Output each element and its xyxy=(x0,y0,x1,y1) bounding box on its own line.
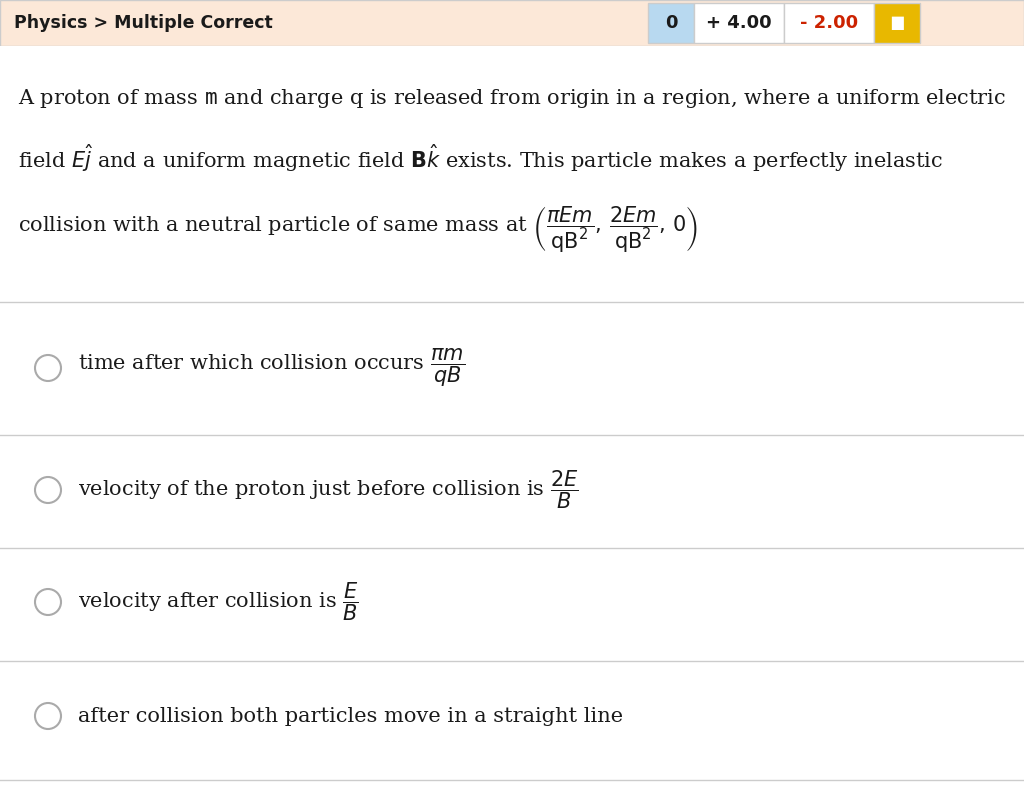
Text: velocity after collision is $\dfrac{E}{B}$: velocity after collision is $\dfrac{E}{B… xyxy=(78,581,358,623)
Text: after collision both particles move in a straight line: after collision both particles move in a… xyxy=(78,706,624,725)
Text: velocity of the proton just before collision is $\dfrac{2E}{B}$: velocity of the proton just before colli… xyxy=(78,469,579,512)
Text: collision with a neutral particle of same mass at $\left(\dfrac{\pi Em}{\mathrm{: collision with a neutral particle of sam… xyxy=(18,205,698,255)
Bar xyxy=(648,3,694,43)
Text: field $E\hat{j}$ and a uniform magnetic field $\mathbf{B}\hat{k}$ exists. This p: field $E\hat{j}$ and a uniform magnetic … xyxy=(18,142,943,174)
Text: time after which collision occurs $\dfrac{\pi m}{qB}$: time after which collision occurs $\dfra… xyxy=(78,347,465,389)
Bar xyxy=(0,0,1024,46)
Text: 0: 0 xyxy=(665,14,677,32)
Text: - 2.00: - 2.00 xyxy=(800,14,858,32)
Text: ▇: ▇ xyxy=(891,15,903,31)
Bar xyxy=(784,3,874,43)
Text: + 4.00: + 4.00 xyxy=(707,14,772,32)
Bar xyxy=(874,3,920,43)
Text: Physics > Multiple Correct: Physics > Multiple Correct xyxy=(14,14,272,32)
Text: A proton of mass $\mathtt{m}$ and charge q is released from origin in a region, : A proton of mass $\mathtt{m}$ and charge… xyxy=(18,86,1007,110)
Bar xyxy=(694,3,784,43)
